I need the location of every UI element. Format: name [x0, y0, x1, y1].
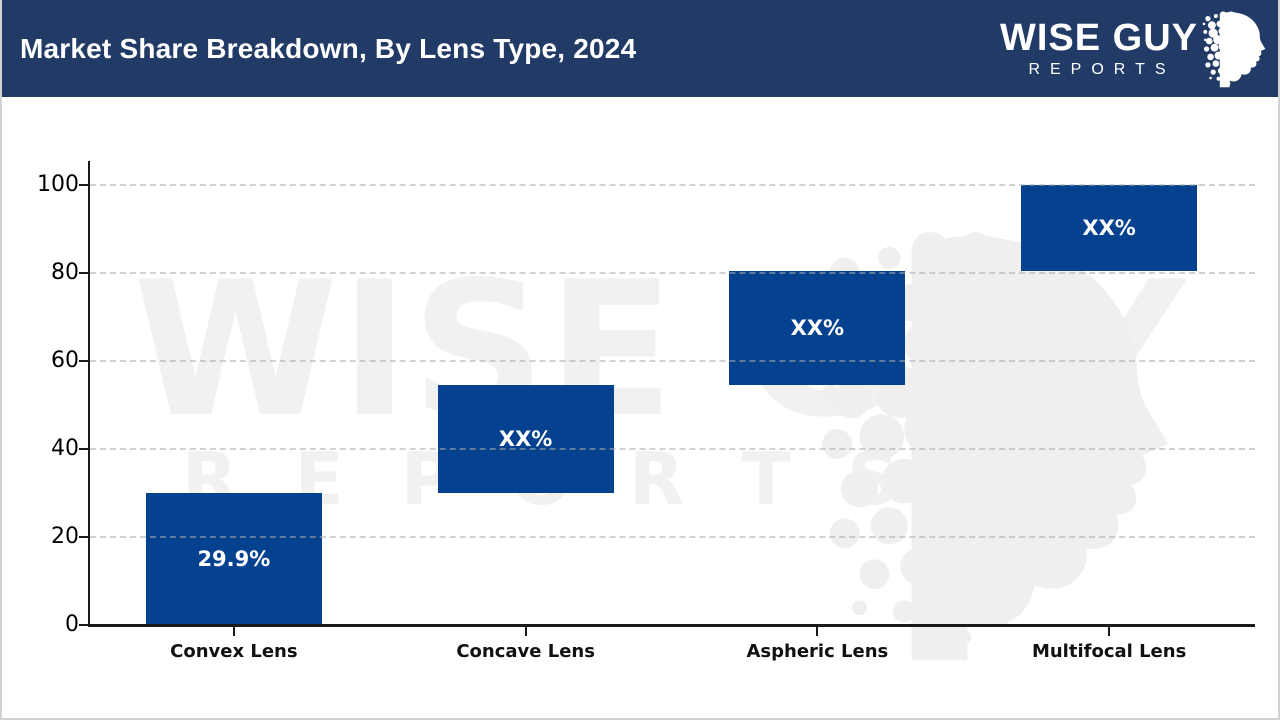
bar-value-label: XX%	[790, 315, 845, 340]
bar-aspheric-lens: XX%	[729, 270, 906, 386]
x-tick	[232, 627, 235, 636]
y-axis	[88, 161, 90, 626]
x-axis-label: Convex Lens	[170, 641, 298, 662]
y-axis-tick-label: 60	[51, 348, 79, 373]
page-title: Market Share Breakdown, By Lens Type, 20…	[20, 32, 637, 64]
wise-guy-reports-logo: WISE GUY REPORTS	[1000, 7, 1266, 91]
x-tick	[524, 627, 527, 636]
chart-area: WISE GUY R E P O R T S 29.9%Convex LensX…	[0, 97, 1280, 720]
y-axis-tick-label: 100	[37, 172, 79, 197]
x-axis-label: Multifocal Lens	[1031, 641, 1187, 662]
y-tick	[79, 184, 88, 186]
y-tick	[79, 448, 88, 450]
bar-multifocal-lens: XX%	[1021, 185, 1198, 271]
gridline-100	[90, 184, 1255, 186]
y-tick	[79, 272, 88, 274]
x-tick	[1108, 627, 1111, 636]
gridline-20	[90, 536, 1255, 538]
x-axis	[88, 624, 1255, 627]
y-tick	[79, 536, 88, 538]
header: Market Share Breakdown, By Lens Type, 20…	[0, 0, 1280, 97]
bar-concave-lens: XX%	[437, 385, 614, 494]
bar-value-label: XX%	[1082, 215, 1136, 240]
bar-value-label: XX%	[498, 427, 553, 452]
gridline-40	[90, 448, 1255, 450]
logo-text: WISE GUY REPORTS	[1000, 19, 1198, 78]
x-axis-label: Aspheric Lens	[746, 641, 889, 662]
logo-sub: REPORTS	[1028, 61, 1176, 78]
x-tick	[816, 627, 819, 636]
y-tick	[79, 360, 88, 362]
y-axis-tick-label: 40	[51, 436, 79, 461]
x-axis-label: Concave Lens	[456, 641, 595, 662]
logo-name: WISE GUY	[999, 17, 1198, 59]
gridline-80	[90, 272, 1255, 274]
y-axis-tick-label: 20	[51, 524, 79, 549]
y-axis-tick-label: 80	[51, 260, 79, 285]
y-tick	[79, 624, 88, 626]
dotted-head-profile-icon	[1200, 7, 1266, 91]
bar-value-label: 29.9%	[197, 547, 271, 572]
bar-convex-lens: 29.9%	[145, 493, 322, 625]
gridline-60	[90, 360, 1255, 362]
y-axis-tick-label: 0	[65, 612, 79, 637]
plot: 29.9% Convex Lens XX% Concave Lens XX% Aspher…	[0, 97, 1280, 720]
